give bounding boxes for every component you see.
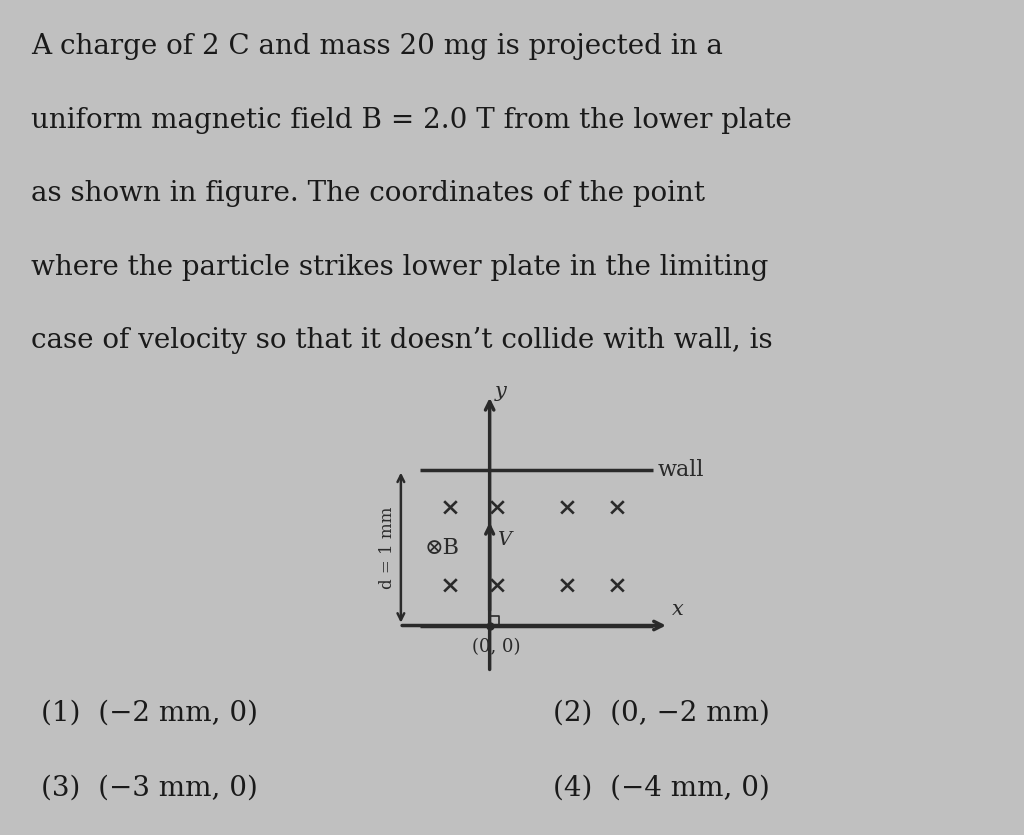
Text: (3)  (−3 mm, 0): (3) (−3 mm, 0) [41,775,258,802]
Text: ×: × [557,574,578,599]
Text: d = 1 mm: d = 1 mm [379,507,396,589]
Text: (1)  (−2 mm, 0): (1) (−2 mm, 0) [41,700,258,726]
Text: ×: × [487,497,508,521]
Text: ⊗B: ⊗B [424,537,459,559]
Text: where the particle strikes lower plate in the limiting: where the particle strikes lower plate i… [31,254,768,281]
Text: x: x [672,600,684,620]
Text: ×: × [607,497,628,521]
Text: ×: × [487,574,508,599]
Text: ×: × [440,497,461,521]
Text: ×: × [440,574,461,599]
Text: y: y [495,382,506,402]
Text: V: V [498,531,512,549]
Text: (0, 0): (0, 0) [472,638,520,656]
Text: case of velocity so that it doesn’t collide with wall, is: case of velocity so that it doesn’t coll… [31,327,772,354]
Text: (2)  (0, −2 mm): (2) (0, −2 mm) [553,700,770,726]
Text: A charge of 2 C and mass 20 mg is projected in a: A charge of 2 C and mass 20 mg is projec… [31,33,723,60]
Text: ×: × [557,497,578,521]
Text: uniform magnetic field B = 2.0 T from the lower plate: uniform magnetic field B = 2.0 T from th… [31,107,792,134]
Text: as shown in figure. The coordinates of the point: as shown in figure. The coordinates of t… [31,180,705,207]
Text: wall: wall [657,458,705,481]
Text: (4)  (−4 mm, 0): (4) (−4 mm, 0) [553,775,770,802]
Text: ×: × [607,574,628,599]
